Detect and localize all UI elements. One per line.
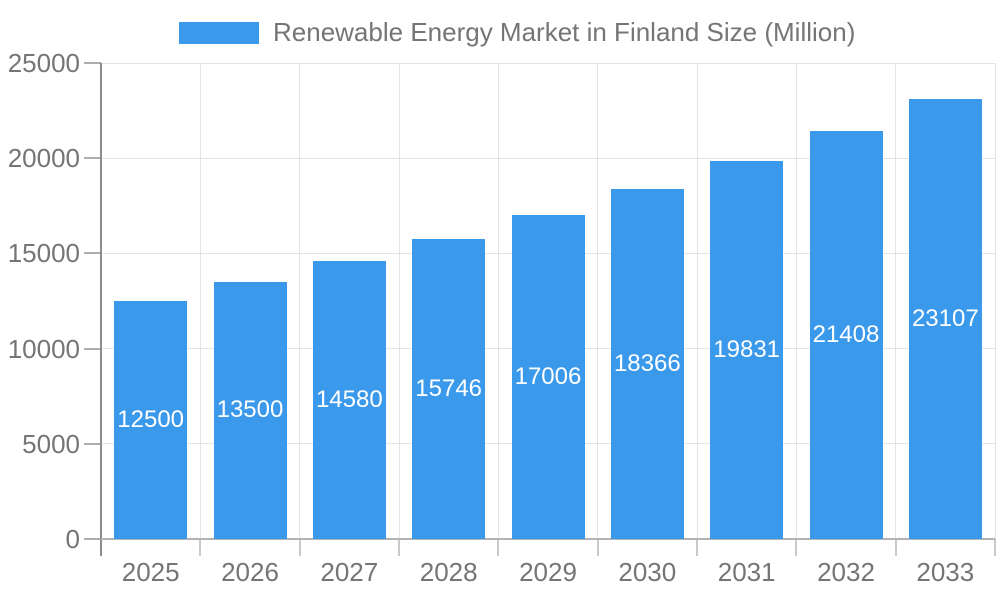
- bar-value-label: 14580: [315, 386, 383, 414]
- y-axis-label: 15000: [7, 238, 80, 269]
- y-axis-label: 0: [65, 524, 80, 554]
- bar-value-label: 17006: [514, 363, 582, 391]
- gridline-vertical: [597, 63, 599, 539]
- legend-color-swatch: [179, 21, 259, 44]
- bar-value-label: 21408: [812, 321, 880, 349]
- x-axis-tick: [696, 539, 698, 556]
- x-axis-tick: [497, 539, 500, 556]
- y-axis-label: 20000: [7, 143, 80, 174]
- x-axis-label: 2030: [618, 557, 677, 587]
- x-axis-label: 2033: [916, 557, 975, 587]
- legend-label: Renewable Energy Market in Finland Size …: [273, 17, 856, 47]
- gridline-vertical: [795, 63, 797, 539]
- bar-value-label: 13500: [216, 396, 284, 424]
- gridline-horizontal: [101, 62, 995, 64]
- x-axis-label: 2025: [121, 557, 180, 587]
- y-axis-line: [100, 63, 102, 556]
- x-axis-label: 2027: [320, 557, 379, 587]
- gridline-vertical: [398, 63, 400, 539]
- bar: [312, 261, 386, 539]
- bar: [114, 301, 188, 539]
- x-axis-label: 2028: [419, 557, 478, 587]
- y-axis-label: 25000: [7, 48, 80, 78]
- y-axis-label: 5000: [22, 428, 80, 459]
- gridline-vertical: [696, 63, 698, 539]
- gridline-vertical: [497, 63, 499, 539]
- bar: [213, 281, 287, 539]
- y-axis-tick: [84, 347, 101, 350]
- x-axis-tick: [994, 539, 996, 556]
- bar-value-label: 18366: [613, 350, 681, 378]
- x-axis-tick: [298, 539, 301, 556]
- bar: [610, 189, 684, 539]
- x-axis-tick: [795, 539, 798, 556]
- bar: [412, 239, 486, 539]
- x-axis-label: 2032: [817, 557, 875, 587]
- bar-value-label: 23107: [911, 305, 979, 333]
- x-axis-tick: [398, 539, 400, 556]
- x-axis-label: 2029: [519, 557, 577, 587]
- bar-value-label: 15746: [415, 375, 483, 403]
- gridline-vertical: [895, 63, 897, 539]
- bar: [809, 131, 883, 539]
- y-axis-tick: [84, 252, 101, 255]
- x-axis-line: [101, 538, 995, 540]
- x-axis-label: 2031: [717, 557, 776, 587]
- y-axis-tick: [84, 157, 101, 160]
- y-axis-tick: [84, 538, 101, 540]
- bar: [710, 161, 784, 539]
- bar-value-label: 12500: [117, 406, 185, 433]
- bar: [908, 99, 982, 539]
- gridline-horizontal: [101, 157, 995, 159]
- x-axis-tick: [199, 539, 202, 556]
- y-axis-label: 10000: [7, 333, 80, 364]
- bar: [511, 215, 585, 539]
- gridline-vertical: [299, 63, 301, 539]
- y-axis-tick: [84, 442, 101, 445]
- x-axis-tick: [894, 539, 897, 556]
- chart-legend: Renewable Energy Market in Finland Size …: [179, 17, 855, 48]
- bar-value-label: 19831: [713, 336, 781, 364]
- y-axis-tick: [84, 62, 101, 64]
- gridline-vertical: [994, 63, 996, 539]
- gridline-vertical: [199, 63, 201, 539]
- x-axis-tick: [596, 539, 599, 556]
- x-axis-label: 2026: [221, 557, 279, 587]
